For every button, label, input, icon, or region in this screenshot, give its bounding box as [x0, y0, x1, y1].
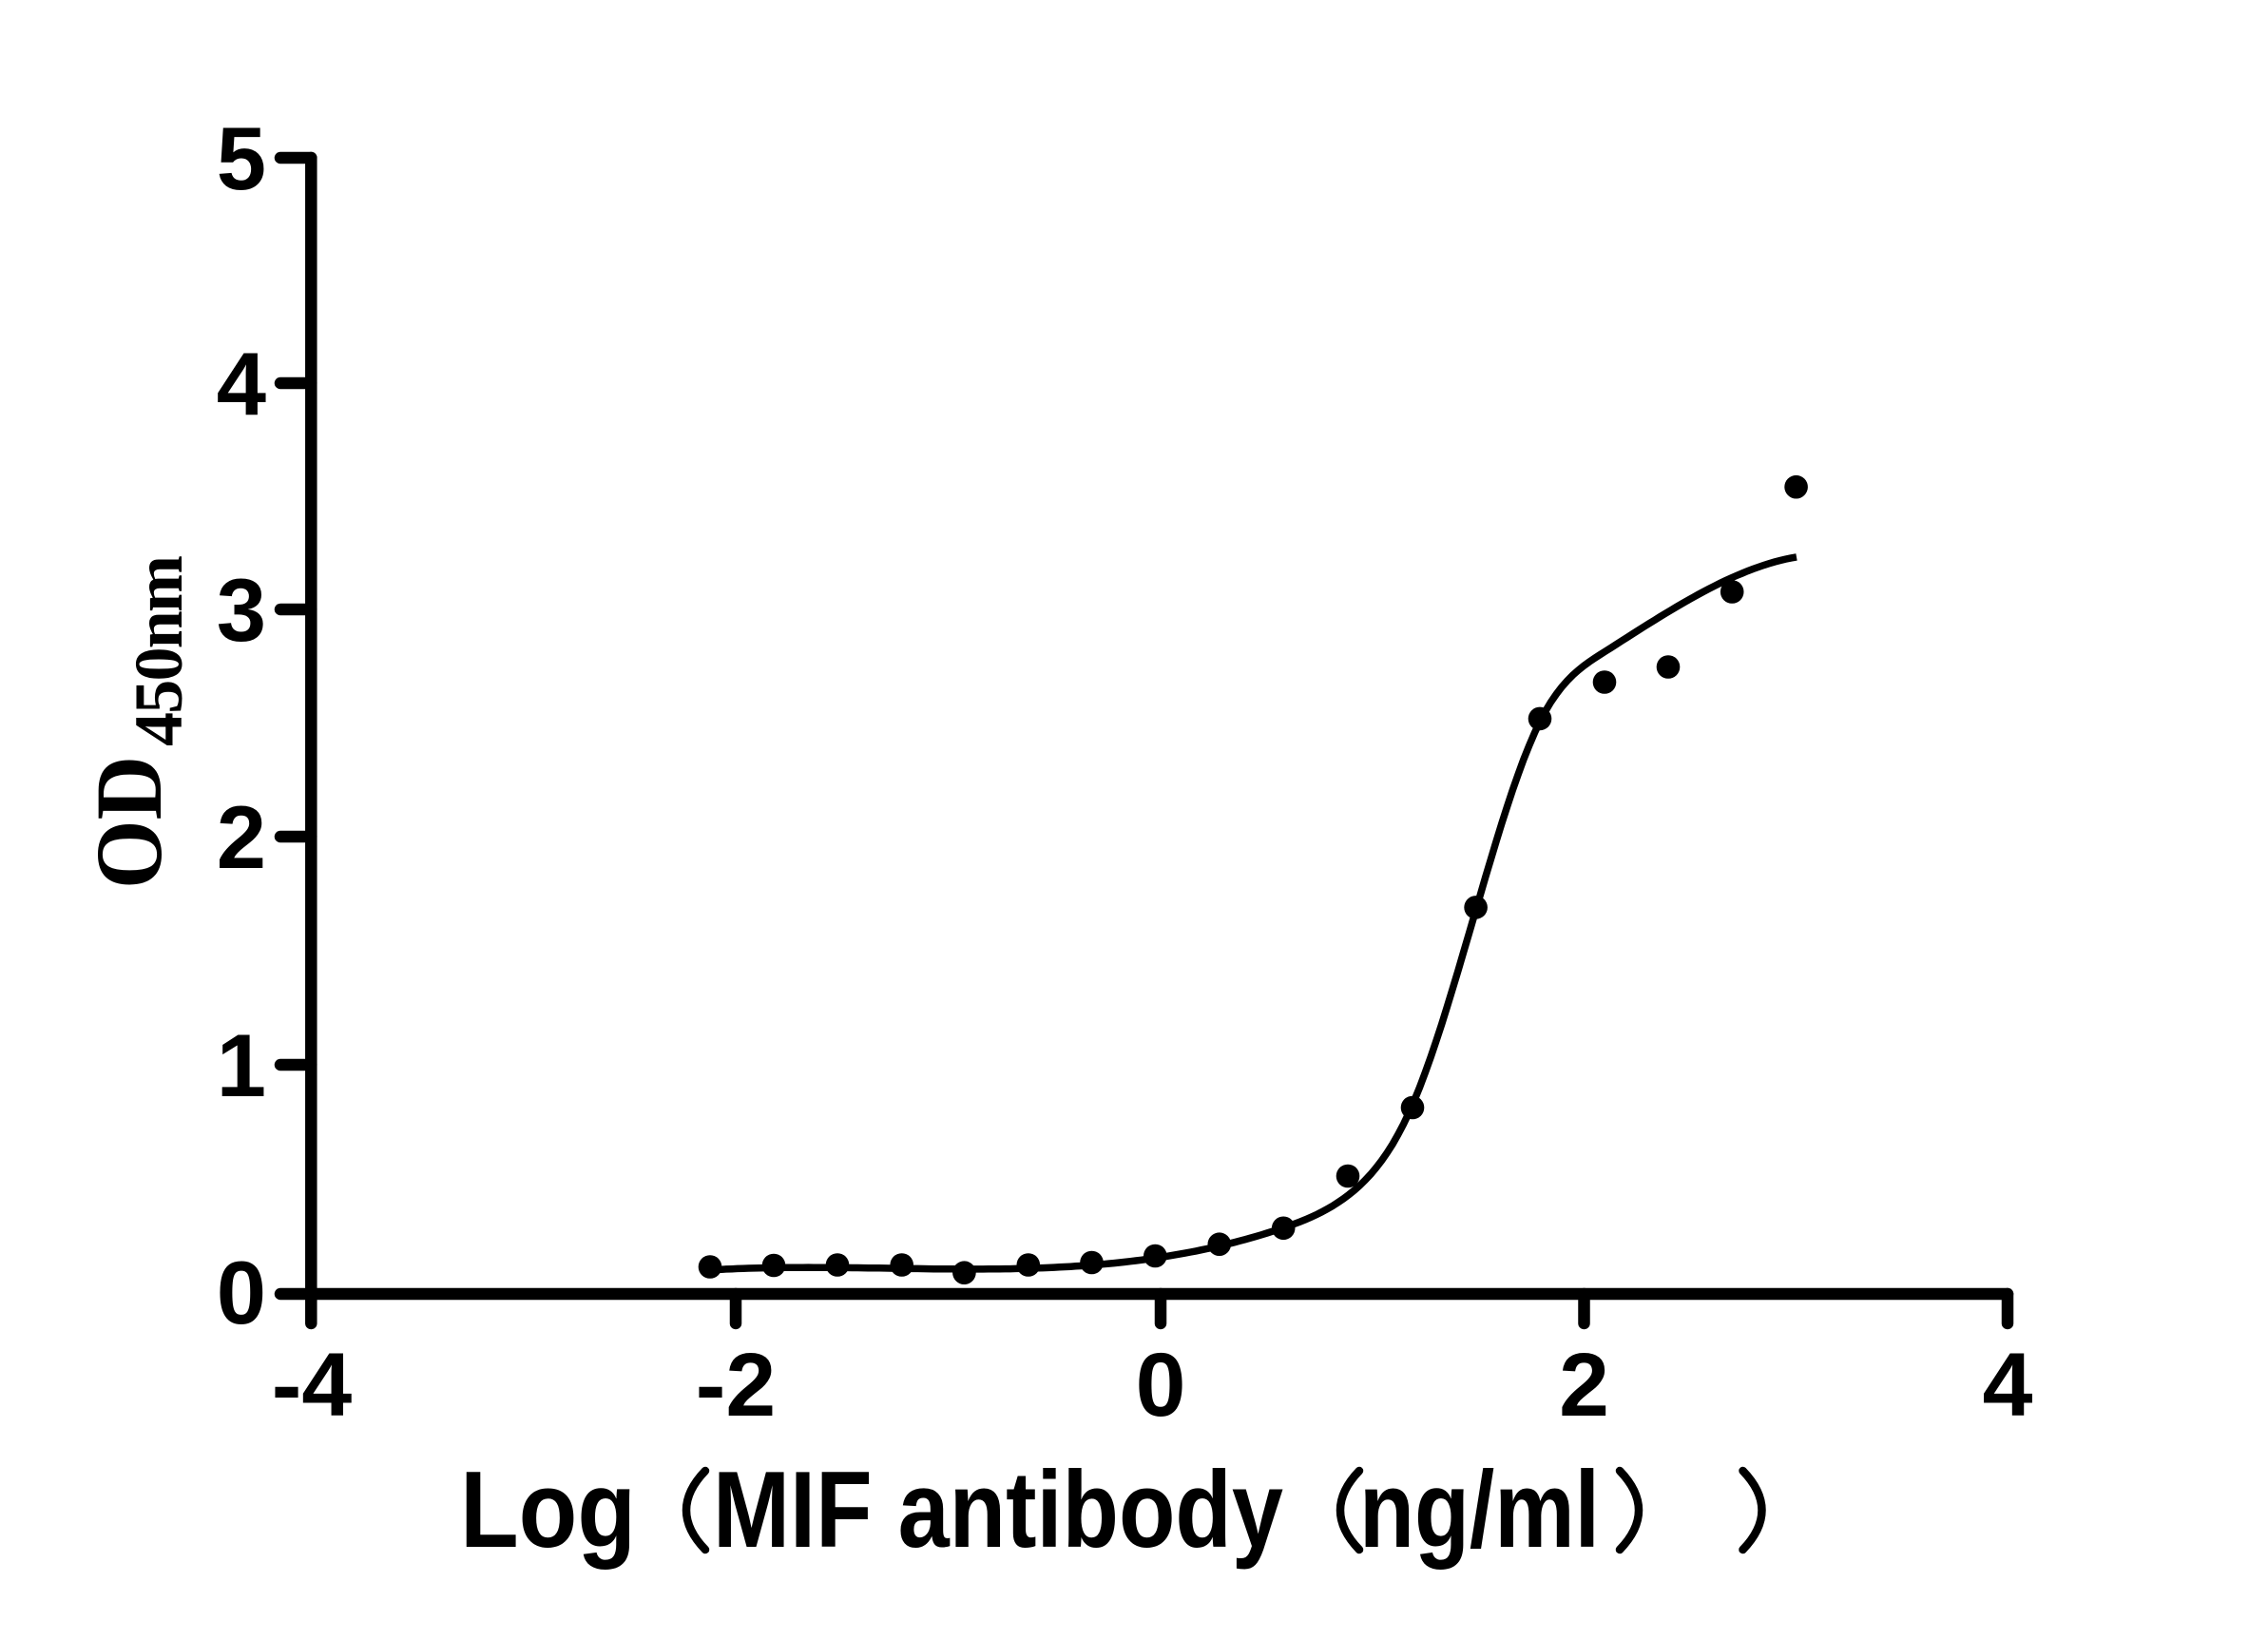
- svg-text:2: 2: [217, 787, 266, 887]
- svg-text:450nm: 450nm: [121, 555, 197, 746]
- svg-text:MIF antibody: MIF antibody: [713, 1450, 1283, 1571]
- svg-text:3: 3: [217, 560, 266, 660]
- svg-text:ng/ml: ng/ml: [1359, 1450, 1600, 1571]
- svg-text:4: 4: [1983, 1335, 2033, 1436]
- svg-text:0: 0: [217, 1243, 266, 1342]
- svg-text:2: 2: [1559, 1335, 1609, 1436]
- svg-text:0: 0: [1136, 1335, 1186, 1436]
- svg-text:OD: OD: [76, 756, 182, 889]
- svg-text:-2: -2: [696, 1335, 776, 1436]
- svg-text:1: 1: [217, 1015, 266, 1115]
- svg-text:Log: Log: [460, 1450, 636, 1571]
- svg-text:4: 4: [217, 334, 266, 434]
- svg-text:5: 5: [217, 108, 266, 208]
- svg-text:-4: -4: [272, 1335, 353, 1436]
